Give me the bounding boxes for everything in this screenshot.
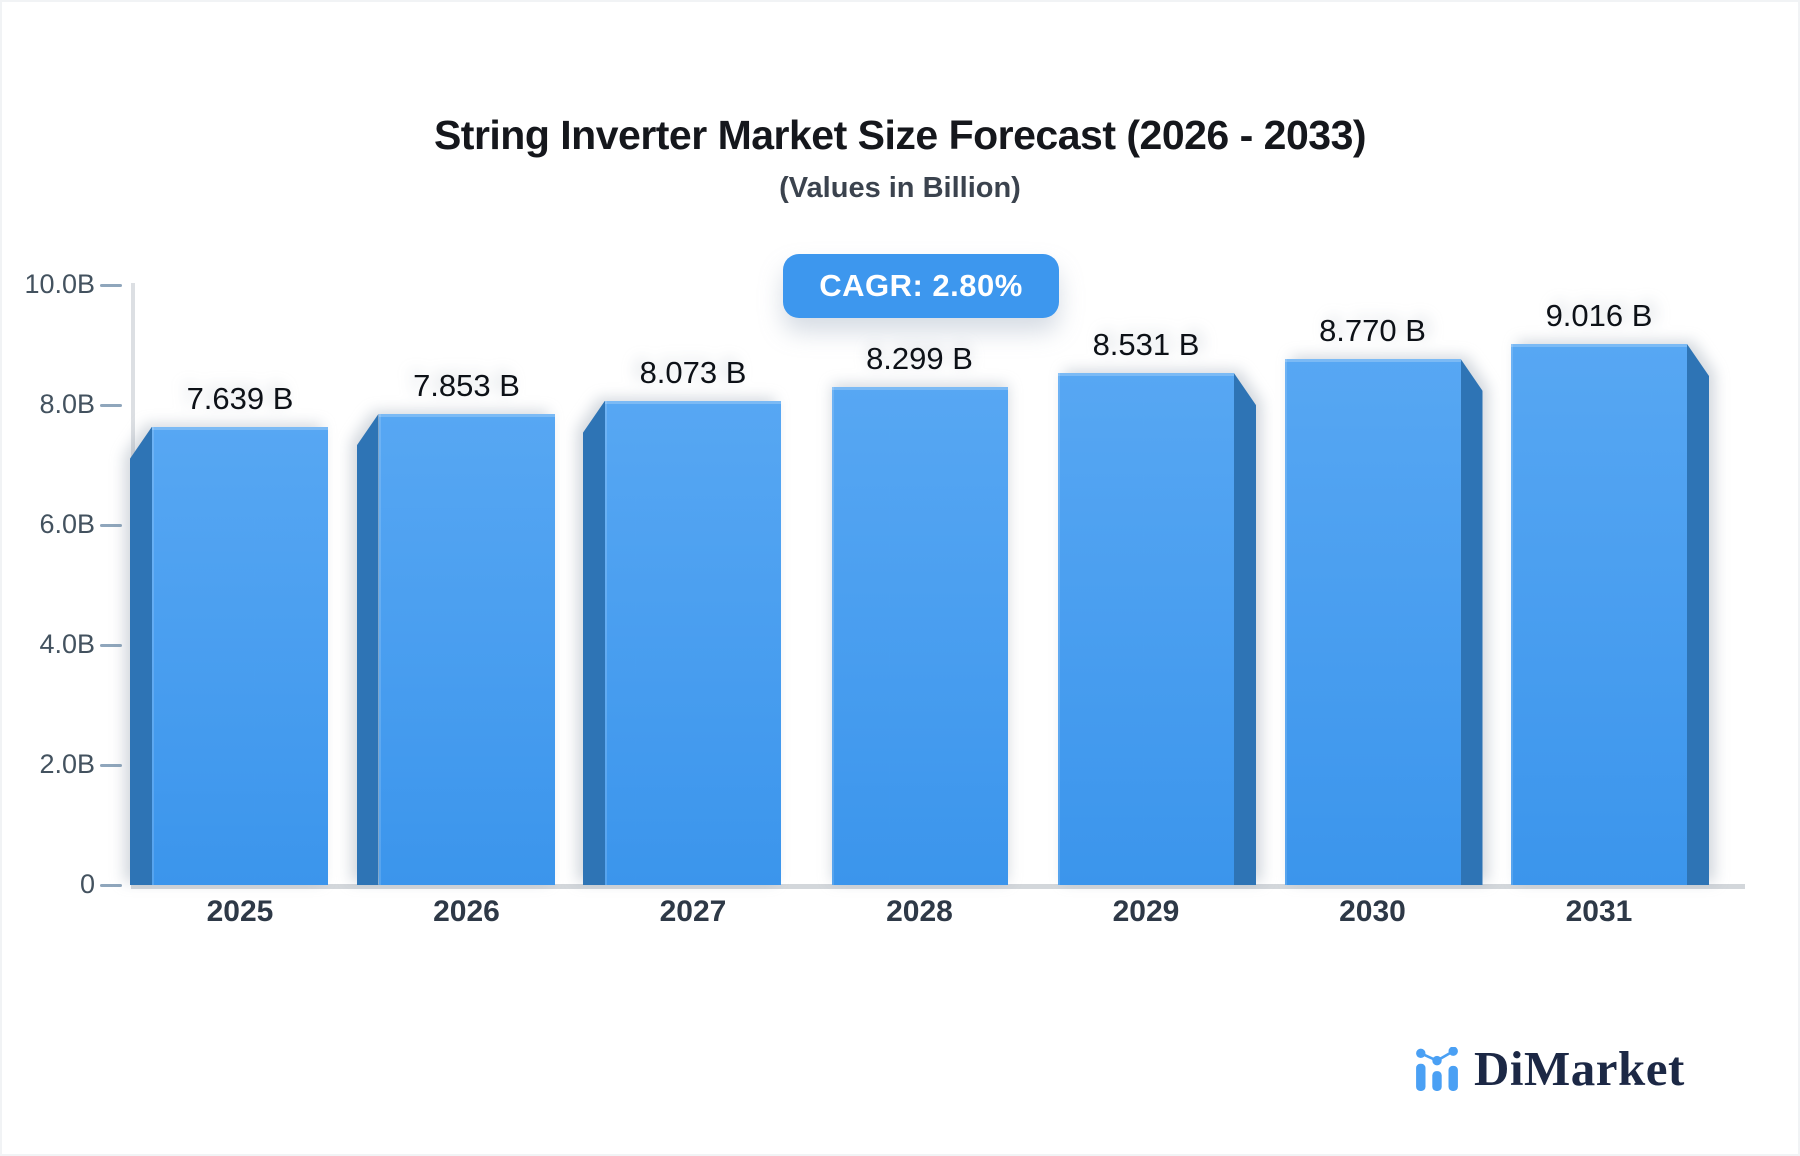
bar-side-face <box>1687 344 1709 885</box>
bar-2031: 9.016 B <box>1511 298 1709 885</box>
bar-front-face <box>831 387 1008 885</box>
x-axis-label-2026: 2026 <box>433 895 500 928</box>
cagr-badge-label: CAGR: 2.80% <box>819 268 1023 303</box>
bar-value-label: 8.299 B <box>866 341 973 377</box>
chart-title: String Inverter Market Size Forecast (20… <box>433 112 1367 158</box>
bar-value-label: 7.853 B <box>413 367 520 403</box>
bar-side-face <box>1460 358 1483 885</box>
bar-front-face <box>1284 358 1461 885</box>
bar-value-label: 7.639 B <box>186 380 294 416</box>
x-axis-label-2031: 2031 <box>1565 895 1633 928</box>
bar-front-face <box>605 400 781 885</box>
chart-subtitle: (Values in Billion) <box>779 172 1021 204</box>
bar-side-face <box>130 426 152 885</box>
bar-front-face <box>152 426 328 885</box>
bar-front-face <box>1511 344 1687 885</box>
bar-2025: 7.639 B <box>130 381 328 885</box>
y-tick-mark <box>100 524 122 527</box>
bar-value-label: 8.770 B <box>1319 312 1426 348</box>
x-axis-label-2028: 2028 <box>886 895 953 928</box>
bar-front-face <box>378 413 555 885</box>
logo-text: DiMarket <box>1474 1041 1685 1096</box>
bar-value-label: 8.531 B <box>1092 327 1200 363</box>
y-tick-label: 2.0B <box>39 749 95 779</box>
bar-2029: 8.531 B <box>1058 327 1256 885</box>
bar-2030: 8.770 B <box>1284 313 1483 885</box>
bar-2027: 8.073 B <box>583 355 781 885</box>
y-tick-mark <box>100 884 122 887</box>
x-axis-label-2029: 2029 <box>1112 895 1180 928</box>
y-tick-mark <box>100 404 122 407</box>
y-tick-label: 4.0B <box>39 629 95 659</box>
x-axis-label-2027: 2027 <box>659 895 727 928</box>
y-tick-label: 0 <box>79 869 95 899</box>
y-tick-mark <box>100 764 122 767</box>
x-axis-label-2025: 2025 <box>206 895 274 928</box>
bar-value-label: 8.073 B <box>639 354 747 390</box>
y-tick-label: 10.0B <box>24 269 95 299</box>
bar-side-face <box>356 413 379 885</box>
bar-line-chart-icon <box>1416 1046 1458 1091</box>
y-tick-label: 6.0B <box>39 509 95 539</box>
x-axis-label-2030: 2030 <box>1339 895 1406 928</box>
dimarket-logo: DiMarket <box>1414 1040 1685 1097</box>
bar-value-label: 9.016 B <box>1545 298 1653 334</box>
y-tick-mark <box>100 644 122 647</box>
cagr-badge: CAGR: 2.80% <box>783 254 1059 318</box>
x-axis-line <box>131 884 1745 889</box>
bar-front-face <box>1058 373 1234 885</box>
bar-side-face <box>1234 373 1256 885</box>
bar-2028: 8.299 B <box>831 341 1008 885</box>
bar-2026: 7.853 B <box>356 368 555 885</box>
y-tick-label: 8.0B <box>39 389 95 419</box>
bar-side-face <box>583 400 605 885</box>
y-tick-mark <box>100 284 122 287</box>
